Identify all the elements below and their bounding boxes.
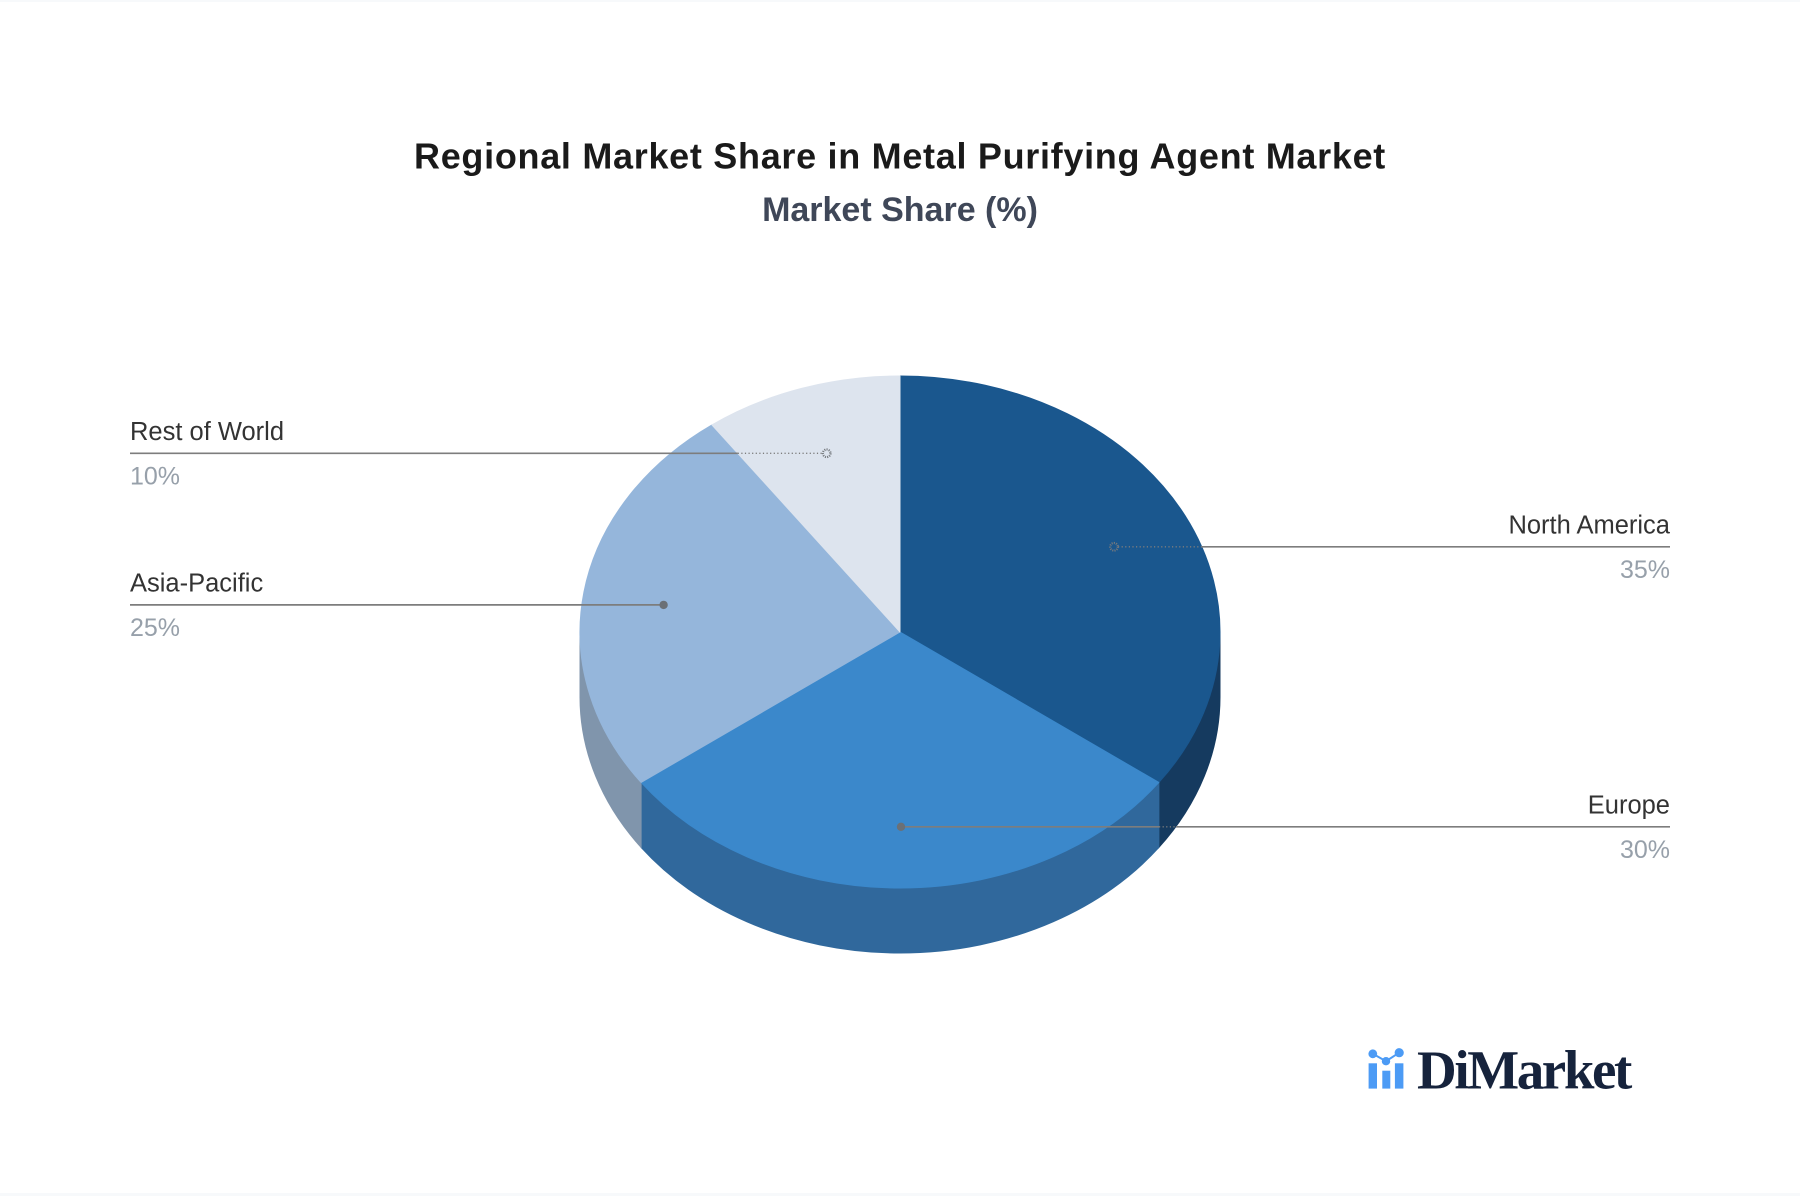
svg-text:North America: North America (1508, 511, 1670, 539)
svg-text:Rest of World: Rest of World (130, 418, 284, 446)
svg-text:25%: 25% (130, 614, 180, 642)
svg-text:Asia-Pacific: Asia-Pacific (130, 569, 263, 597)
svg-text:DiMarket: DiMarket (1417, 1040, 1633, 1101)
svg-text:Europe: Europe (1588, 791, 1670, 819)
svg-text:Regional Market Share in Metal: Regional Market Share in Metal Purifying… (414, 136, 1386, 177)
svg-text:30%: 30% (1620, 836, 1670, 864)
svg-text:35%: 35% (1620, 556, 1670, 584)
svg-text:10%: 10% (130, 463, 180, 491)
svg-text:Market Share (%): Market Share (%) (762, 191, 1038, 229)
